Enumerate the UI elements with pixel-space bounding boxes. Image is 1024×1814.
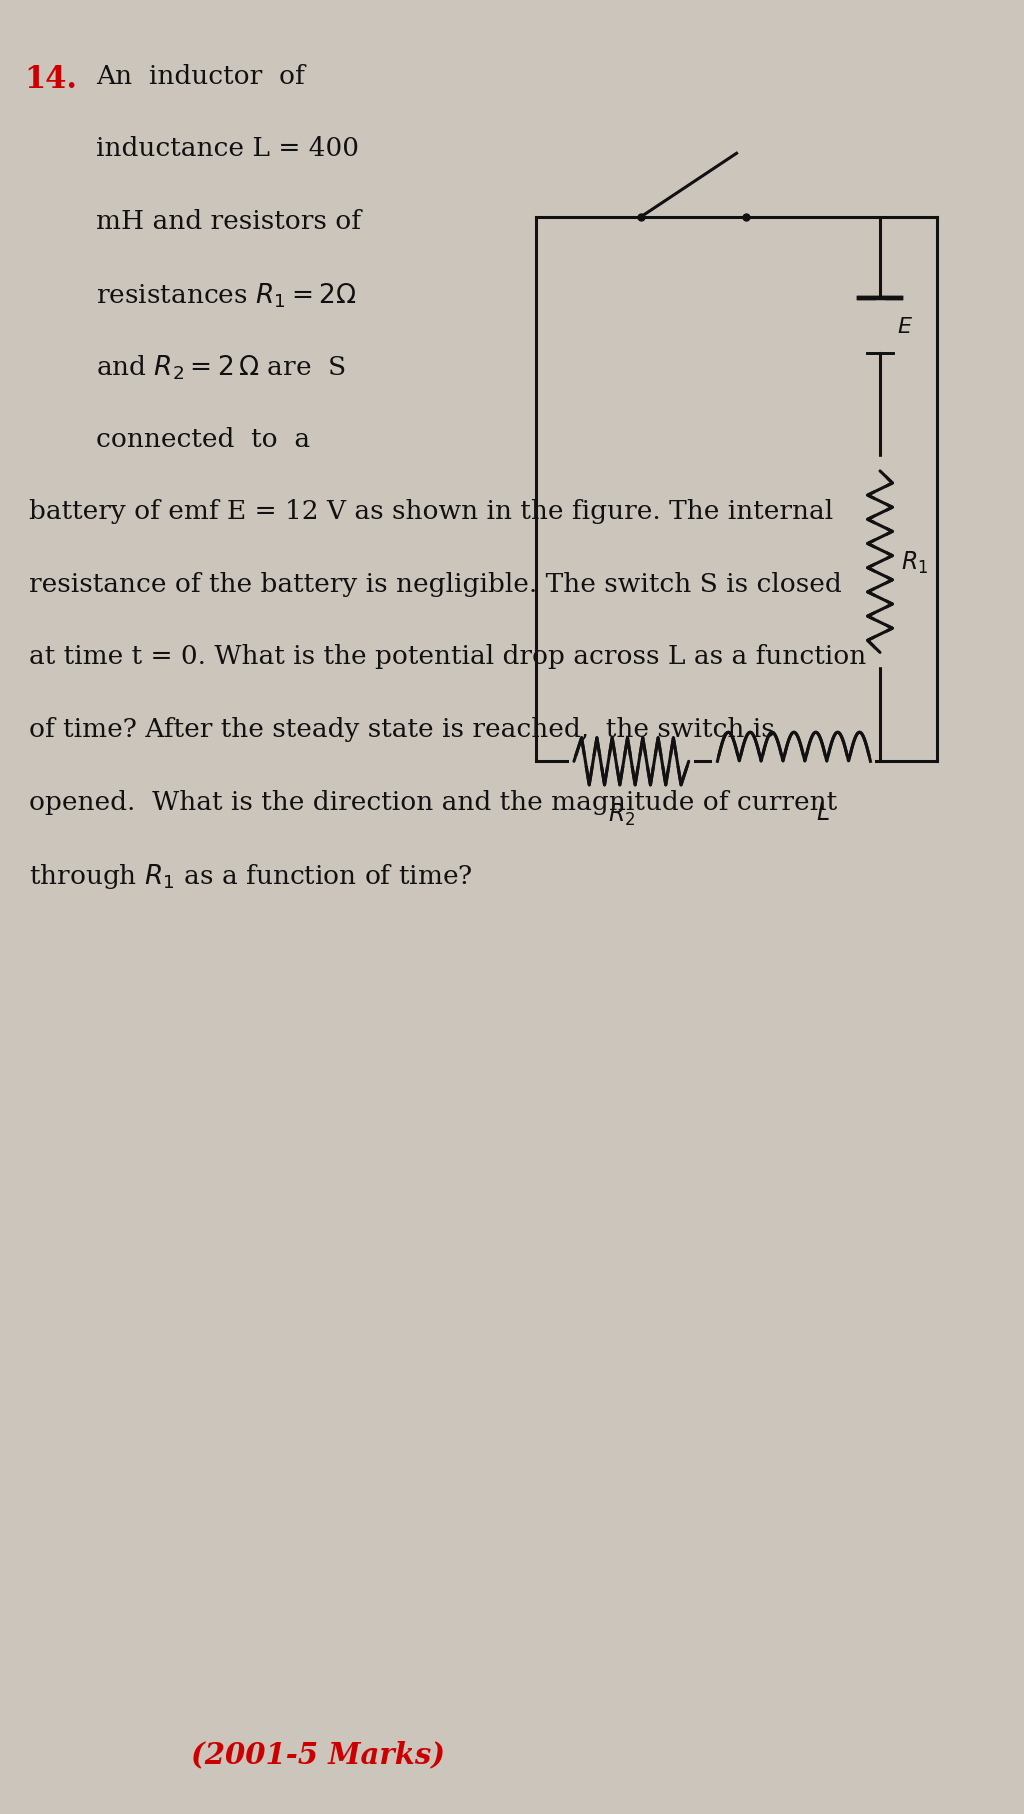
Text: resistances $R_1 = 2\Omega$: resistances $R_1 = 2\Omega$ [95, 281, 356, 310]
Text: $R_2$: $R_2$ [608, 802, 636, 827]
Text: $E$: $E$ [897, 316, 913, 337]
Text: (2001-5 Marks): (2001-5 Marks) [191, 1740, 445, 1769]
Text: at time t = 0. What is the potential drop across L as a function: at time t = 0. What is the potential dro… [29, 644, 866, 669]
Text: inductance L = 400: inductance L = 400 [95, 136, 358, 161]
Text: battery of emf E = 12 V as shown in the figure. The internal: battery of emf E = 12 V as shown in the … [29, 499, 833, 524]
Text: and $R_2 = 2\,\Omega$ are  S: and $R_2 = 2\,\Omega$ are S [95, 354, 345, 383]
Text: $R_1$: $R_1$ [901, 550, 929, 575]
Text: $L$: $L$ [816, 802, 829, 825]
Text: of time? After the steady state is reached,  the switch is: of time? After the steady state is reach… [29, 717, 774, 742]
Text: opened.  What is the direction and the magnitude of current: opened. What is the direction and the ma… [29, 789, 837, 814]
Text: resistance of the battery is negligible. The switch S is closed: resistance of the battery is negligible.… [29, 571, 842, 597]
Text: connected  to  a: connected to a [95, 426, 310, 452]
Text: mH and resistors of: mH and resistors of [95, 209, 360, 234]
Text: through $R_1$ as a function of time?: through $R_1$ as a function of time? [29, 862, 472, 891]
Text: An  inductor  of: An inductor of [95, 63, 304, 89]
Text: 14.: 14. [24, 63, 77, 94]
